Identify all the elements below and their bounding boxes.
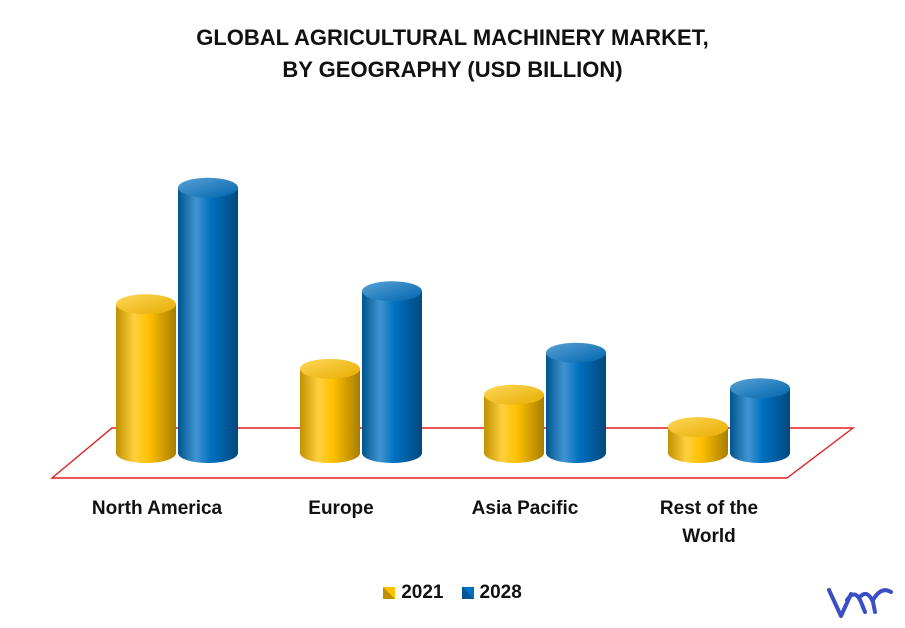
bar-body: [484, 394, 544, 463]
bar-cap: [546, 342, 606, 363]
bar-cap: [116, 294, 176, 315]
bar-body: [116, 304, 176, 463]
vmr-logo-icon: [827, 588, 893, 618]
bar-body: [730, 388, 790, 463]
bar-north-america-2028: [178, 177, 238, 464]
bar-body: [668, 427, 728, 463]
legend: 2021 2028: [0, 582, 905, 604]
bar-cap: [362, 281, 422, 302]
chart-title-line-1: GLOBAL AGRICULTURAL MACHINERY MARKET,: [196, 25, 709, 50]
bar-rest-of-the-world-2021: [668, 417, 728, 463]
bar-europe-2021: [300, 358, 360, 463]
bar-north-america-2021: [116, 294, 176, 463]
category-label-rest-of-the-world: Rest of the World: [660, 498, 758, 547]
legend-swatch-2021: [383, 587, 396, 599]
bar-body: [300, 368, 360, 463]
bar-cap: [484, 384, 544, 405]
bar-cap: [668, 417, 728, 438]
category-label-asia-pacific: Asia Pacific: [472, 498, 579, 519]
legend-swatch-2028: [461, 587, 474, 599]
floor-plane: [50, 427, 856, 479]
legend-label-2021: 2021: [401, 582, 444, 603]
category-label-north-america: North America: [92, 498, 223, 519]
bar-asia-pacific-2028: [546, 342, 606, 463]
bar-body: [362, 291, 422, 463]
bar-cap: [730, 378, 790, 399]
category-label-europe: Europe: [308, 498, 373, 519]
bar-europe-2028: [362, 281, 422, 463]
bar-cap: [300, 358, 360, 379]
legend-item-2021: 2021: [383, 582, 444, 604]
legend-label-2028: 2028: [479, 582, 522, 603]
legend-item-2028: 2028: [461, 582, 522, 604]
bar-body: [178, 187, 238, 464]
bar-body: [546, 352, 606, 463]
bar-asia-pacific-2021: [484, 384, 544, 463]
bar-cap: [178, 177, 238, 198]
bar-rest-of-the-world-2028: [730, 378, 790, 463]
chart-title-line-2: BY GEOGRAPHY (USD BILLION): [282, 57, 623, 82]
chart-title: GLOBAL AGRICULTURAL MACHINERY MARKET, BY…: [0, 22, 905, 86]
